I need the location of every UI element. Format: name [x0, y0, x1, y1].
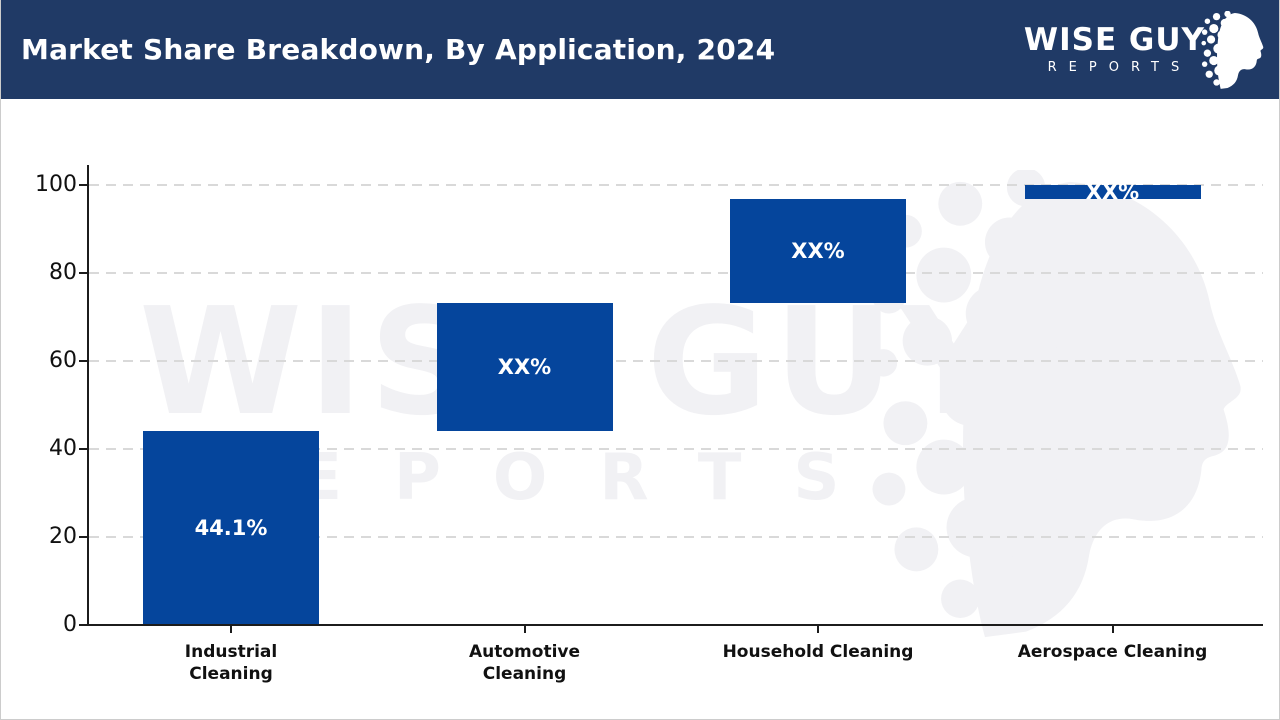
x-tick-mark — [1111, 626, 1114, 633]
bar-value-label: XX% — [497, 354, 552, 379]
y-tick-label: 60 — [49, 348, 77, 373]
logo-text: WISE GUY REPORTS — [1023, 22, 1205, 75]
x-tick-mark — [230, 626, 232, 633]
bar-value-label: XX% — [1085, 180, 1140, 205]
y-tick-label: 40 — [49, 436, 77, 461]
y-tick-label: 100 — [35, 172, 77, 197]
header-bar: Market Share Breakdown, By Application, … — [1, 0, 1279, 99]
x-category-label-automotive-cleaning: Automotive Cleaning — [468, 642, 581, 685]
logo-subtext: REPORTS — [1047, 60, 1192, 75]
gridline-20 — [89, 536, 1263, 538]
x-axis-spine — [87, 624, 1263, 626]
gridline-40 — [89, 448, 1263, 450]
x-tick-mark — [523, 626, 526, 633]
y-tick-label: 80 — [49, 260, 77, 285]
y-tick-label: 20 — [49, 524, 77, 549]
gridline-60 — [89, 360, 1263, 362]
x-category-label-aerospace-cleaning: Aerospace Cleaning — [1017, 642, 1208, 662]
bar-automotive-cleaning: XX% — [436, 302, 613, 431]
y-tick-mark — [79, 360, 87, 362]
y-tick-mark — [79, 624, 87, 626]
bar-industrial-cleaning: 44.1% — [143, 430, 319, 625]
watermark-head-icon — [869, 170, 1241, 638]
wiseguy-logo: WISE GUY REPORTS — [1023, 10, 1265, 89]
bar-value-label: 44.1% — [194, 515, 268, 540]
chart-title: Market Share Breakdown, By Application, … — [21, 33, 776, 66]
y-tick-mark — [79, 448, 87, 450]
bar-aerospace-cleaning: XX% — [1024, 180, 1201, 204]
y-tick-mark — [79, 536, 87, 538]
x-category-label-industrial-cleaning: Industrial Cleaning — [184, 642, 278, 685]
bar-value-label: XX% — [791, 238, 845, 263]
logo-wordmark: WISE GUY — [1023, 22, 1205, 58]
y-tick-mark — [79, 272, 87, 274]
y-tick-mark — [79, 184, 87, 186]
y-tick-label: 0 — [63, 612, 77, 637]
gridline-80 — [89, 272, 1263, 274]
logo-head-icon — [1201, 10, 1264, 89]
gridline-100 — [89, 184, 1263, 186]
x-category-label-household-cleaning: Household Cleaning — [722, 642, 914, 662]
x-tick-mark — [817, 626, 819, 633]
y-axis-spine — [87, 165, 89, 626]
bar-household-cleaning: XX% — [730, 199, 906, 303]
